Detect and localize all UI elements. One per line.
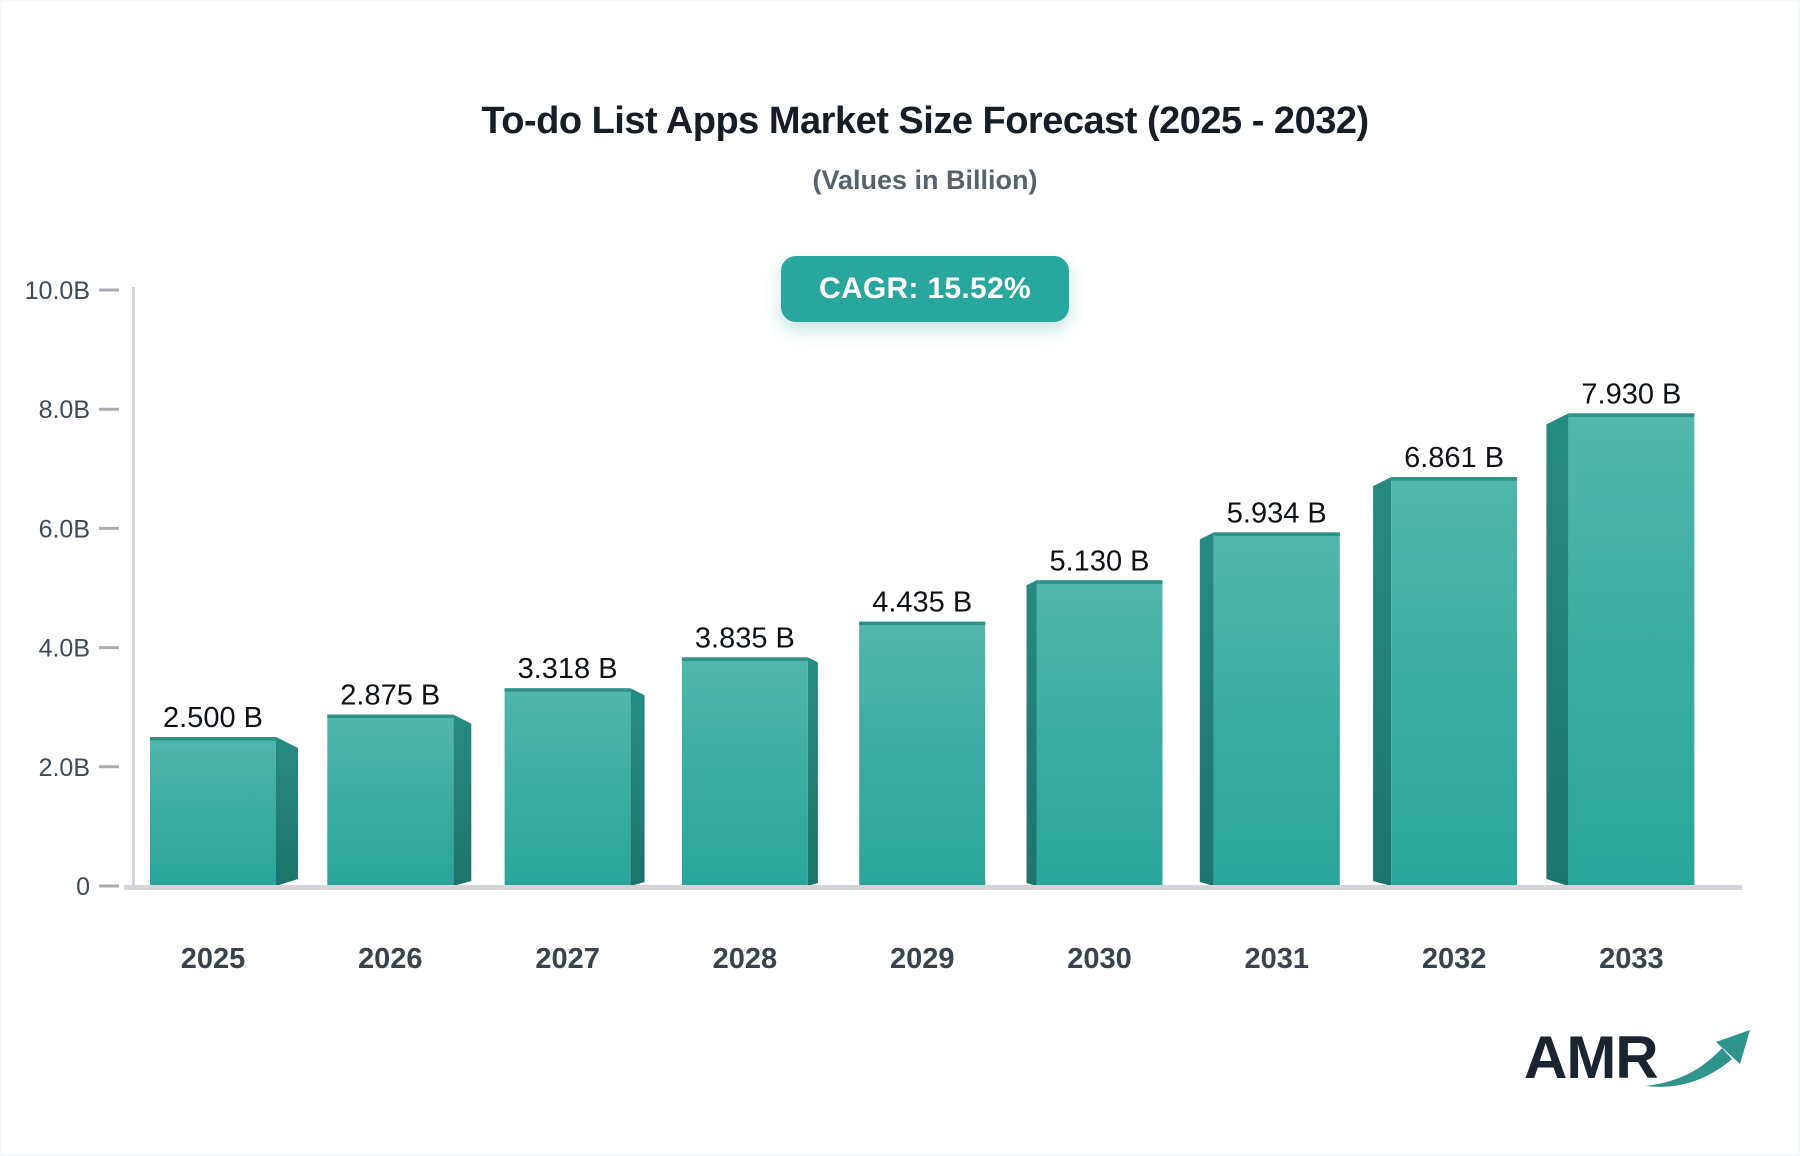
bar-top-edge <box>1213 532 1340 536</box>
bar-side-face <box>807 657 818 886</box>
bar-value-label: 2.500 B <box>163 702 263 734</box>
chart-header: To-do List Apps Market Size Forecast (20… <box>50 0 1800 196</box>
bar-side-face <box>1373 477 1392 886</box>
bar-2028 <box>681 657 818 886</box>
bar-2027 <box>504 688 645 886</box>
bar-top-edge <box>504 688 631 692</box>
bar-side-face <box>1199 532 1214 886</box>
x-axis-category-label: 2025 <box>181 943 246 975</box>
x-axis-category-label: 2032 <box>1422 943 1487 975</box>
y-axis-tick-label: 2.0B <box>39 754 90 782</box>
amr-logo: AMR <box>1524 1026 1760 1094</box>
growth-arrow-icon <box>1645 1030 1750 1087</box>
bar-front-face <box>1391 477 1518 886</box>
bar-value-label: 3.835 B <box>695 622 795 654</box>
bar-top-edge <box>859 621 986 626</box>
bar-2026 <box>327 714 472 886</box>
y-axis-tick-label: 8.0B <box>39 396 90 424</box>
bar-front-face <box>327 714 454 886</box>
badge-row: CAGR: 15.52% <box>50 256 1800 322</box>
bar-top-edge <box>1568 413 1695 417</box>
bar-value-label: 4.435 B <box>872 587 972 619</box>
bar-front-face <box>681 657 808 886</box>
bar-front-face <box>504 688 631 886</box>
chart-subtitle: (Values in Billion) <box>812 165 1038 195</box>
bar-2029 <box>859 621 986 886</box>
bar-value-label: 7.930 B <box>1581 378 1681 410</box>
bar-2032 <box>1373 477 1518 886</box>
y-axis-tick-label: 4.0B <box>39 635 90 663</box>
chart-title: To-do List Apps Market Size Forecast (20… <box>481 100 1369 142</box>
bar-2030 <box>1026 580 1163 886</box>
y-axis-tick-label: 6.0B <box>39 515 90 543</box>
bar-top-edge <box>327 714 454 719</box>
bar-value-label: 5.130 B <box>1050 545 1150 577</box>
bar-2033 <box>1546 413 1695 886</box>
bar-side-face <box>1026 580 1037 886</box>
x-axis-category-label: 2031 <box>1245 943 1310 975</box>
bar-top-edge <box>1391 477 1518 481</box>
amr-logo-text: AMR <box>1524 1024 1659 1091</box>
bar-front-face <box>1213 532 1340 886</box>
bar-value-label: 2.875 B <box>340 680 440 712</box>
bar-side-face <box>276 737 298 886</box>
bar-top-edge <box>1036 580 1163 584</box>
bar-2031 <box>1199 532 1340 886</box>
bar-2025 <box>150 737 298 886</box>
x-axis-category-label: 2026 <box>358 943 423 975</box>
bar-value-label: 6.861 B <box>1404 442 1504 474</box>
x-axis-category-label: 2027 <box>535 943 600 975</box>
y-axis-tick-label: 10.0B <box>25 277 90 305</box>
x-axis-category-label: 2028 <box>713 943 778 975</box>
bar-top-edge <box>681 657 808 661</box>
bar-top-edge <box>150 737 276 741</box>
bar-side-face <box>1546 413 1569 886</box>
x-axis-category-label: 2029 <box>890 943 955 975</box>
bar-value-label: 3.318 B <box>518 653 618 685</box>
y-axis-tick-label: 0 <box>76 873 90 901</box>
bar-value-label: 5.934 B <box>1227 497 1327 529</box>
bar-side-face <box>630 688 645 886</box>
bar-front-face <box>150 737 276 886</box>
bar-front-face <box>859 621 986 886</box>
x-axis-category-label: 2033 <box>1599 943 1664 975</box>
bar-front-face <box>1568 413 1695 886</box>
cagr-badge: CAGR: 15.52% <box>780 256 1069 322</box>
x-axis-category-label: 2030 <box>1067 943 1132 975</box>
bar-front-face <box>1036 580 1163 886</box>
bar-side-face <box>453 714 472 886</box>
